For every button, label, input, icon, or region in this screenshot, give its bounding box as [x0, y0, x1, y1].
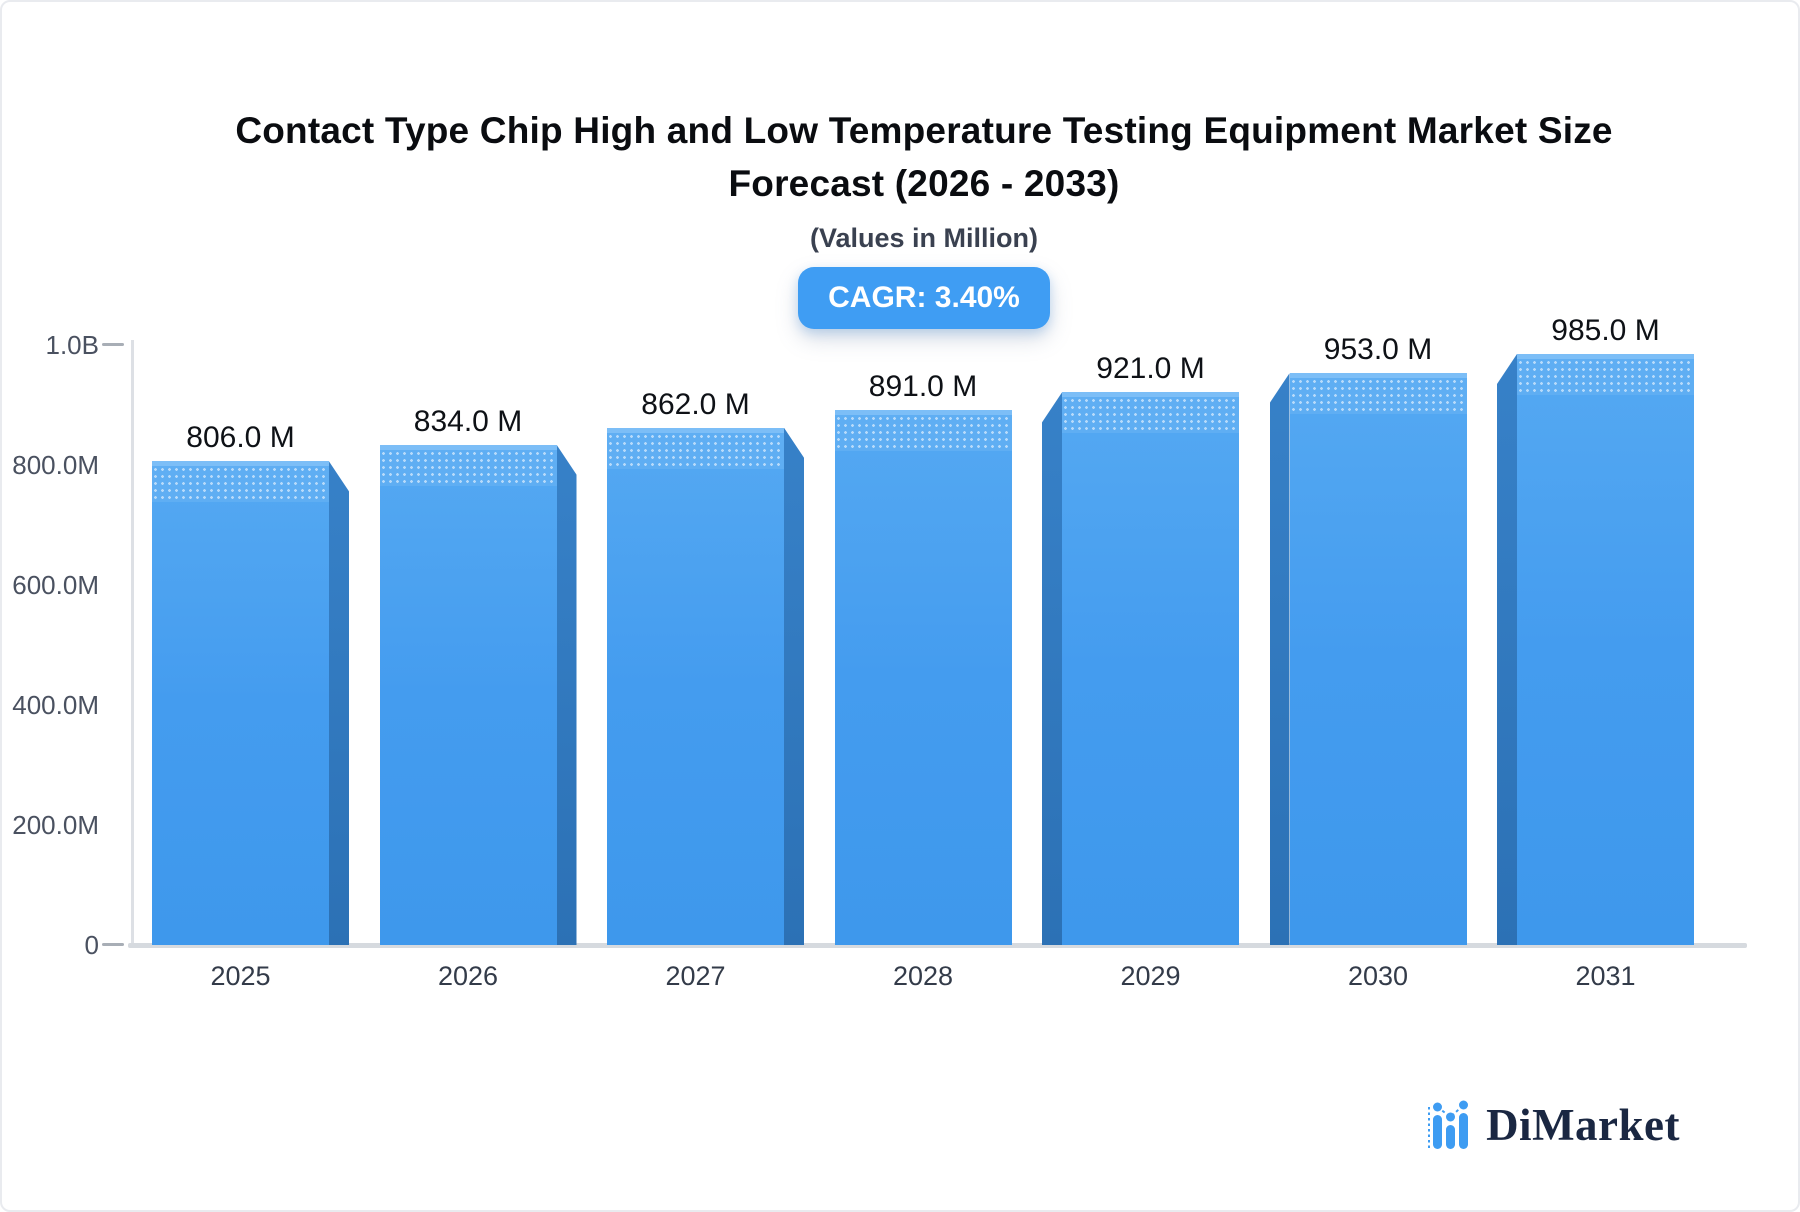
bar-value-label: 862.0 M [641, 387, 750, 421]
bar-top-texture [834, 415, 1012, 452]
bar-value-label: 891.0 M [868, 370, 978, 404]
y-axis-line [131, 340, 134, 945]
bar-top-highlight [379, 444, 557, 450]
bar-top-texture [379, 449, 557, 486]
bar-top-texture [1289, 378, 1467, 415]
bar-side-face [556, 444, 577, 945]
bar-side-face [784, 427, 804, 945]
y-axis-tick [102, 343, 124, 346]
x-axis-label: 2028 [892, 961, 954, 991]
bar-line-chart-icon [1428, 1100, 1469, 1149]
bar [152, 461, 329, 945]
bar [1517, 354, 1694, 945]
dimarket-logo: DiMarket [1426, 1098, 1680, 1152]
x-axis-label: 2030 [1347, 961, 1409, 991]
bar-value-label: 806.0 M [186, 421, 295, 455]
bar-top-texture [607, 432, 784, 469]
bar-value-label: 921.0 M [1096, 352, 1205, 386]
cagr-badge: CAGR: 3.40% [798, 267, 1050, 329]
bar [607, 427, 784, 945]
chart-header: Contact Type Chip High and Low Temperatu… [24, 106, 1798, 329]
y-axis-label: 0 [84, 930, 99, 960]
bar-side-face [1042, 392, 1062, 945]
bar-top-highlight [1517, 354, 1694, 359]
dimarket-logo-text: DiMarket [1486, 1100, 1680, 1150]
y-axis-label: 400.0M [12, 690, 99, 720]
bar-side-face [1269, 373, 1290, 945]
bar-value-label: 985.0 M [1551, 314, 1660, 347]
bar-top-highlight [1289, 373, 1467, 379]
chart-subtitle: (Values in Million) [809, 223, 1039, 253]
x-axis-label: 2027 [665, 961, 726, 991]
x-axis-baseline [128, 943, 1747, 948]
y-axis-label: 1.0B [45, 330, 100, 360]
bar-value-label: 953.0 M [1323, 333, 1433, 367]
bar [834, 410, 1012, 945]
y-axis-label: 800.0M [12, 450, 99, 480]
bar [1062, 392, 1239, 945]
x-axis-label: 2031 [1575, 961, 1636, 991]
bar-top-texture [1517, 359, 1694, 395]
bar-value-label: 834.0 M [413, 404, 523, 438]
bar-top-texture [1062, 397, 1239, 434]
bar-side-face [1497, 354, 1517, 945]
y-axis-tick [102, 943, 124, 946]
bar [379, 444, 557, 945]
chart-title-line2: Forecast (2026 - 2033) [728, 163, 1120, 204]
x-axis-label: 2025 [210, 961, 271, 991]
bar [1289, 373, 1467, 945]
bar-top-highlight [834, 410, 1012, 416]
bar-side-face [329, 461, 349, 945]
bar-top-highlight [607, 427, 784, 433]
x-axis-label: 2029 [1120, 961, 1181, 991]
y-axis-label: 200.0M [12, 810, 99, 840]
bar-top-texture [152, 466, 329, 503]
y-axis-label: 600.0M [12, 570, 99, 600]
bar-top-highlight [152, 461, 329, 467]
bar-top-highlight [1062, 392, 1239, 398]
chart-title-line1: Contact Type Chip High and Low Temperatu… [235, 110, 1613, 151]
x-axis-label: 2026 [437, 961, 499, 991]
